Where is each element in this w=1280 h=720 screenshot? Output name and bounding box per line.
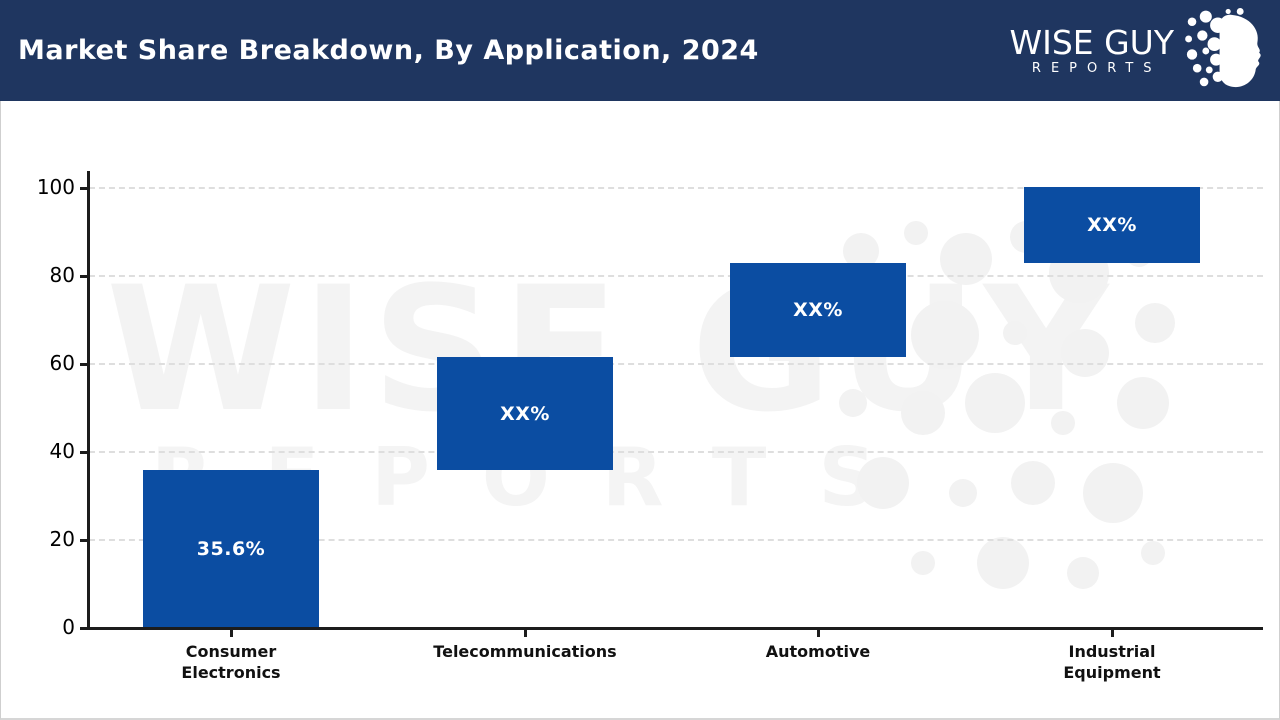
x-category-label-industrial-equipment: Industrial Equipment — [1002, 641, 1222, 683]
x-category-label-automotive: Automotive — [708, 641, 928, 662]
bar-consumer-electronics: 35.6% — [143, 470, 319, 627]
logo-wordmark: WISE GUY — [1009, 23, 1174, 62]
y-tick-mark-100 — [80, 187, 88, 190]
x-category-label-telecommunications: Telecommunications — [415, 641, 635, 662]
x-tick-mark-telecommunications — [524, 630, 527, 637]
bar-value-label-automotive: XX% — [793, 299, 843, 322]
bar-value-label-consumer-electronics: 35.6% — [196, 537, 266, 560]
y-tick-label-80: 80 — [49, 263, 75, 287]
bar-value-label-telecommunications: XX% — [500, 402, 550, 425]
y-tick-mark-0 — [80, 627, 88, 630]
x-category-label-consumer-electronics: Consumer Electronics — [121, 641, 341, 683]
x-category-label-line: Equipment — [1063, 663, 1161, 682]
y-tick-label-20: 20 — [49, 527, 75, 551]
dotted-head-icon — [1185, 8, 1261, 88]
y-tick-label-0: 0 — [62, 615, 75, 639]
gridline-100 — [89, 187, 1263, 189]
x-axis-line — [87, 627, 1263, 630]
gridline-80 — [89, 275, 1263, 277]
y-tick-mark-40 — [80, 451, 88, 454]
x-tick-mark-industrial-equipment — [1111, 630, 1114, 637]
bar-industrial-equipment: XX% — [1024, 187, 1200, 264]
chart-canvas: WISE GUY REPORTS 0 20 40 60 80 100 35.6% Consu… — [0, 101, 1280, 720]
gridline-60 — [89, 363, 1263, 365]
bar-telecommunications: XX% — [437, 357, 613, 471]
y-tick-mark-60 — [80, 363, 88, 366]
bar-value-label-industrial-equipment: XX% — [1087, 214, 1137, 237]
x-tick-mark-consumer-electronics — [230, 630, 233, 637]
logo-text: WISE GUY REPORTS — [1009, 25, 1174, 77]
x-tick-mark-automotive — [817, 630, 820, 637]
y-tick-label-60: 60 — [49, 351, 75, 375]
page-title: Market Share Breakdown, By Application, … — [18, 35, 759, 66]
header-bar: Market Share Breakdown, By Application, … — [0, 0, 1280, 101]
x-category-label-line: Automotive — [765, 642, 871, 661]
wise-guy-reports-logo: WISE GUY REPORTS — [1009, 6, 1266, 96]
x-category-label-line: Telecommunications — [433, 642, 617, 661]
y-tick-mark-80 — [80, 275, 88, 278]
x-category-label-line: Consumer — [185, 642, 277, 661]
bar-automotive: XX% — [730, 263, 906, 358]
logo-subtitle: REPORTS — [1031, 61, 1162, 76]
y-tick-label-100: 100 — [36, 175, 75, 199]
gridline-40 — [89, 451, 1263, 453]
y-tick-label-40: 40 — [49, 439, 75, 463]
gridline-20 — [89, 539, 1263, 541]
y-axis-line — [87, 171, 90, 629]
y-tick-mark-20 — [80, 539, 88, 542]
x-category-label-line: Electronics — [181, 663, 281, 682]
x-category-label-line: Industrial — [1068, 642, 1156, 661]
